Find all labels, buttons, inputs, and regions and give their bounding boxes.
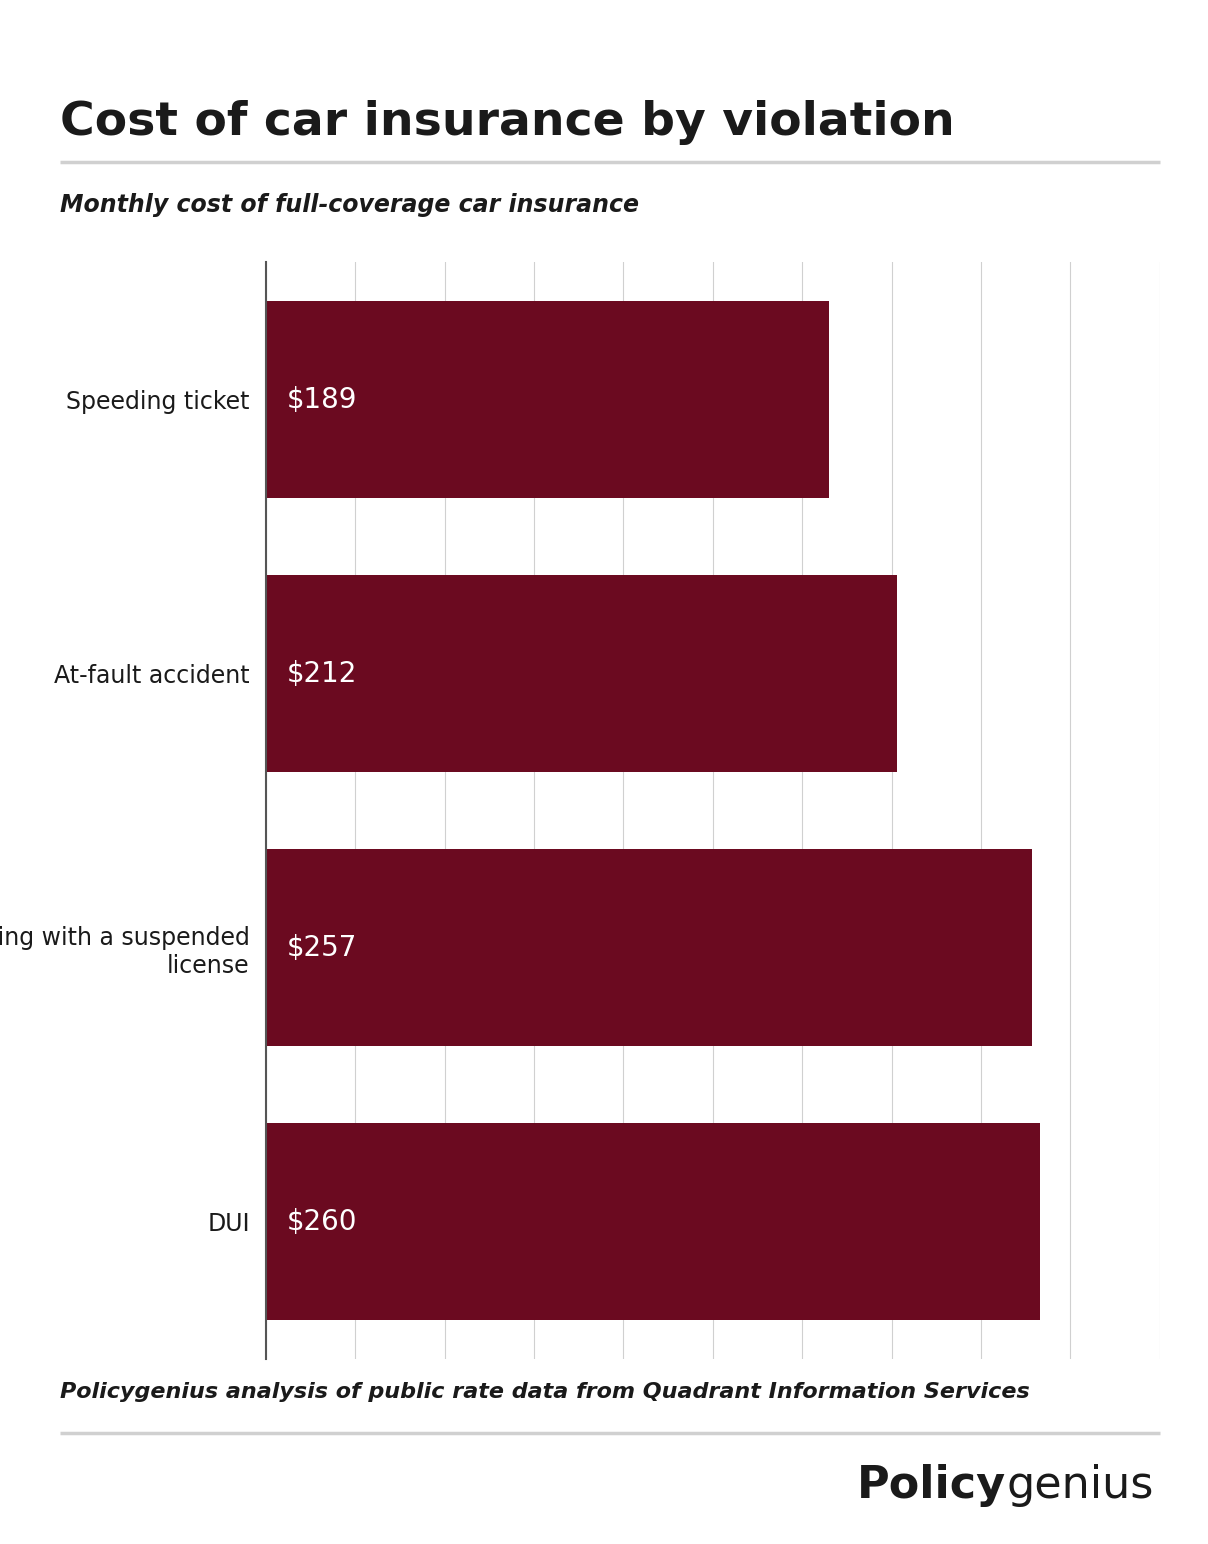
Bar xyxy=(266,849,1032,1047)
Bar xyxy=(266,301,829,499)
Text: genius: genius xyxy=(1006,1464,1154,1507)
Text: $212: $212 xyxy=(286,659,358,687)
Text: $257: $257 xyxy=(286,934,358,962)
Text: Monthly cost of full-coverage car insurance: Monthly cost of full-coverage car insura… xyxy=(60,193,639,218)
Text: Policygenius analysis of public rate data from Quadrant Information Services: Policygenius analysis of public rate dat… xyxy=(60,1382,1030,1402)
Bar xyxy=(266,574,898,772)
Text: $260: $260 xyxy=(286,1207,358,1235)
Bar xyxy=(266,1122,1040,1320)
Text: Cost of car insurance by violation: Cost of car insurance by violation xyxy=(60,100,956,145)
Text: Policy: Policy xyxy=(858,1464,1006,1507)
Text: $189: $189 xyxy=(286,386,358,414)
